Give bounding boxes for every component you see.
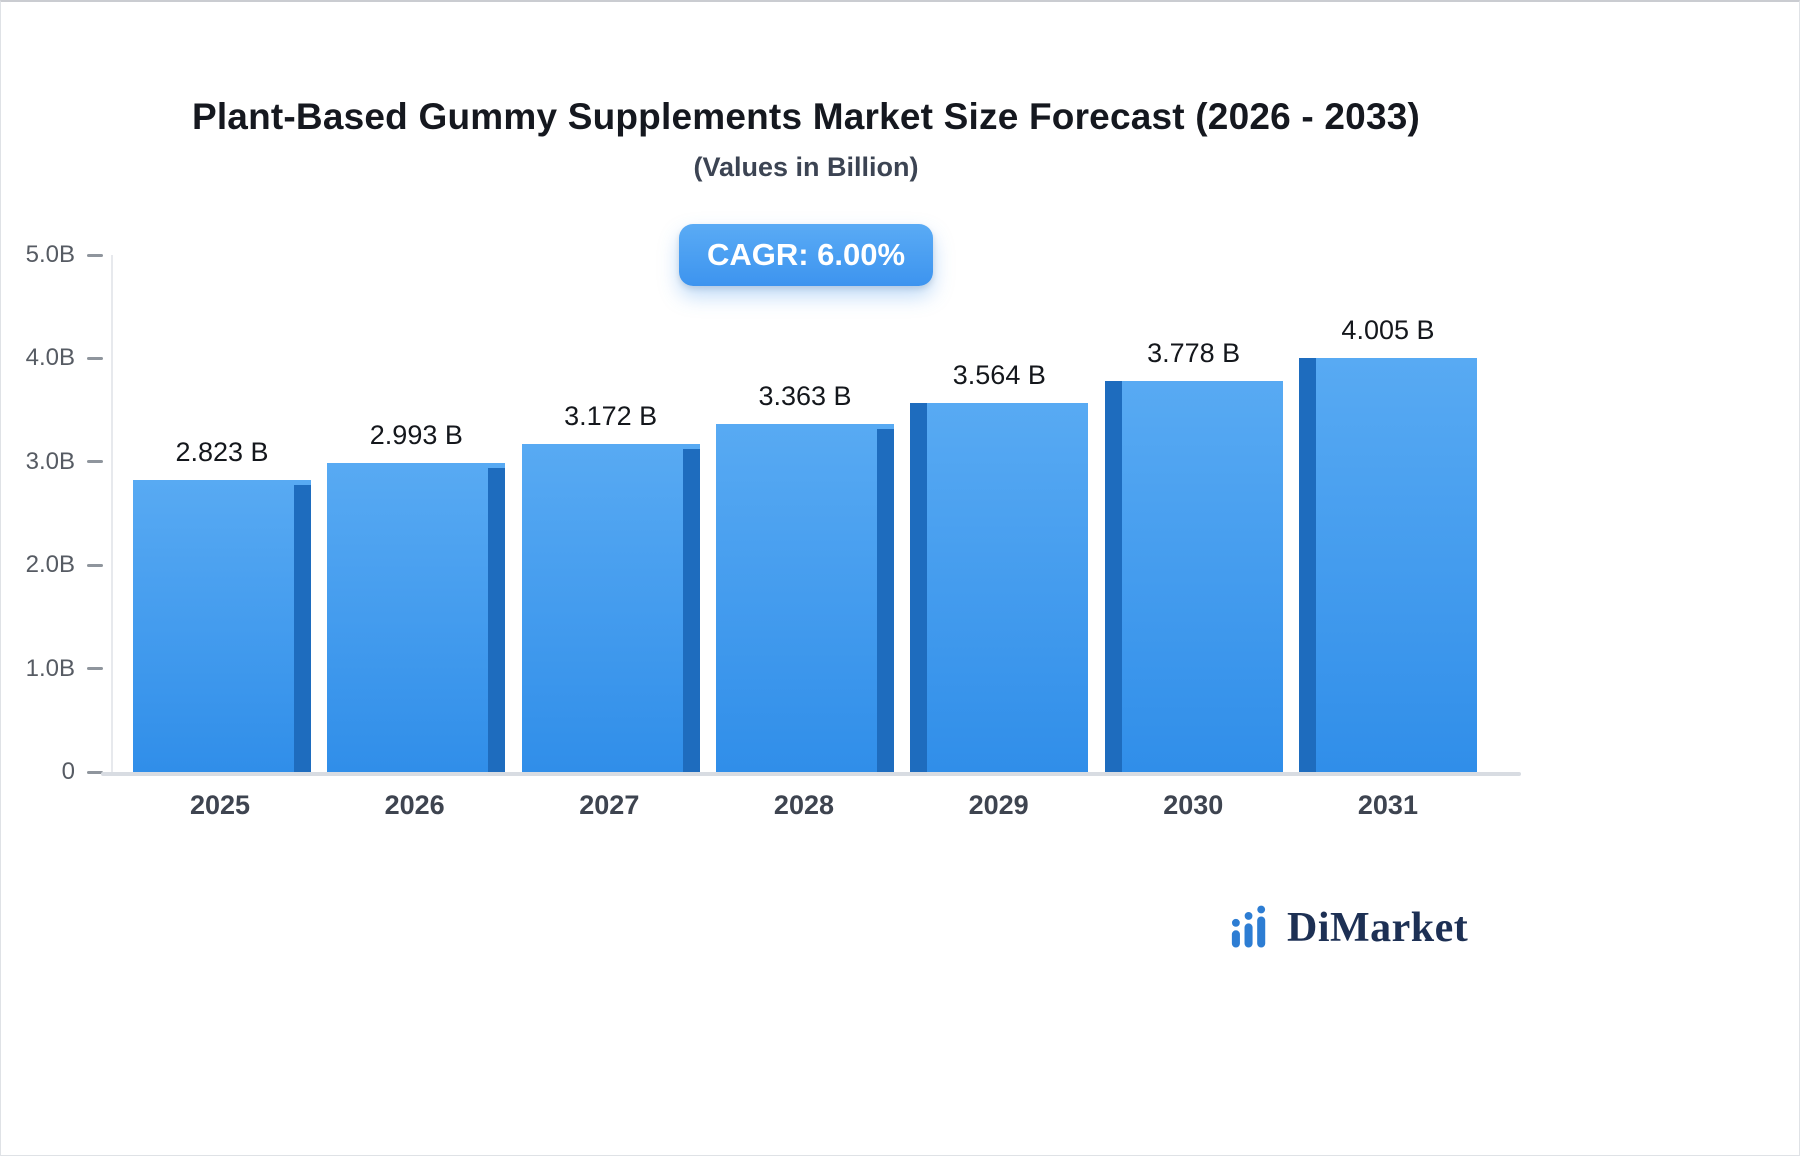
x-axis-label: 2027 (579, 790, 640, 820)
logo-text: DiMarket (1287, 905, 1469, 951)
y-axis-tick: 0 (62, 758, 103, 786)
chart-title: Plant-Based Gummy Supplements Market Siz… (191, 96, 1421, 137)
bar-side-face (1104, 381, 1122, 772)
bars-row: 2.823 B 2.993 B 3.172 B 3.363 B 3.564 B 3.778… (113, 255, 1521, 772)
x-axis-label: 2029 (968, 790, 1029, 820)
bar-side-face (910, 403, 928, 772)
bar-side-face (488, 468, 506, 772)
bar-group: 3.363 B (715, 381, 894, 772)
bar-chart-icon (1231, 905, 1266, 948)
y-axis-tick: 4.0B (26, 344, 103, 372)
bar-value-label: 3.172 B (564, 401, 658, 431)
y-axis-tick-label: 3.0B (25, 447, 75, 475)
bar-group: 4.005 B (1298, 315, 1477, 772)
y-axis-tick: 1.0B (26, 655, 103, 683)
bar-value-label: 2.823 B (175, 437, 269, 467)
y-axis-tick: 3.0B (26, 448, 103, 476)
cagr-badge: CAGR: 6.00% (678, 224, 934, 286)
x-axis-label: 2030 (1163, 790, 1224, 820)
chart-area: 0 1.0B 2.0B 3.0B 4.0B 5.0B 2.823 B 2.993 B 3.17… (26, 241, 1521, 820)
y-axis-tick-label: 2.0B (25, 551, 75, 579)
y-axis-tick-mark (87, 770, 103, 774)
x-axis-label: 2028 (773, 790, 834, 820)
bar-value-label: 3.363 B (758, 381, 852, 411)
bar-side-face (682, 449, 700, 772)
y-axis-tick-label: 1.0B (25, 654, 75, 682)
y-axis-tick: 2.0B (26, 551, 103, 579)
x-axis-label: 2031 (1357, 790, 1418, 820)
bar-group: 3.172 B (521, 401, 700, 772)
logo: DiMarket (1229, 904, 1468, 952)
y-axis-tick-mark (87, 253, 103, 257)
bar-side-face (876, 429, 894, 772)
plot-area: 0 1.0B 2.0B 3.0B 4.0B 5.0B 2.823 B 2.993 B 3.17… (26, 241, 1521, 785)
bar[interactable] (715, 424, 894, 772)
chart-subtitle: (Values in Billion) (693, 152, 919, 182)
bar-value-label: 2.993 B (369, 420, 463, 450)
x-axis-baseline (101, 772, 1521, 776)
x-axis-label: 2026 (384, 790, 445, 820)
bar[interactable] (521, 444, 700, 772)
y-axis-tick-mark (87, 563, 103, 567)
cagr-badge-row: CAGR: 6.00% (1, 224, 1611, 286)
bar[interactable] (910, 403, 1089, 772)
y-axis-tick-label: 0 (61, 758, 75, 785)
y-axis-tick-label: 5.0B (25, 241, 75, 268)
bar-group: 2.993 B (327, 420, 506, 772)
bar[interactable] (1104, 381, 1283, 772)
x-axis-label: 2025 (189, 790, 251, 820)
bar[interactable] (1298, 358, 1477, 772)
y-axis-tick-mark (87, 460, 103, 464)
bar-side-face (294, 485, 311, 772)
y-axis-tick-mark (87, 356, 103, 360)
y-axis-tick-mark (87, 667, 103, 671)
bar-value-label: 3.564 B (952, 360, 1046, 390)
x-axis-labels: 2025 2026 2027 2028 2029 2030 2031 (111, 790, 1521, 821)
bar-group: 2.823 B (133, 437, 311, 772)
bar-value-label: 3.778 B (1147, 338, 1241, 368)
bar-side-face (1298, 358, 1316, 772)
bar[interactable] (327, 463, 506, 772)
y-axis-tick-label: 4.0B (25, 344, 75, 372)
bar-group: 3.564 B (910, 360, 1089, 772)
y-axis-tick: 5.0B (26, 241, 103, 269)
bar[interactable] (133, 480, 311, 772)
bar-group: 3.778 B (1104, 338, 1283, 772)
bar-value-label: 4.005 B (1341, 315, 1435, 345)
